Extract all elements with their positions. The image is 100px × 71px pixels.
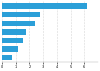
Bar — [2, 55, 12, 60]
Bar — [2, 12, 40, 17]
Bar — [2, 38, 23, 43]
Bar — [2, 47, 18, 52]
Bar — [2, 29, 26, 35]
Bar — [2, 21, 35, 26]
Bar — [2, 3, 87, 9]
